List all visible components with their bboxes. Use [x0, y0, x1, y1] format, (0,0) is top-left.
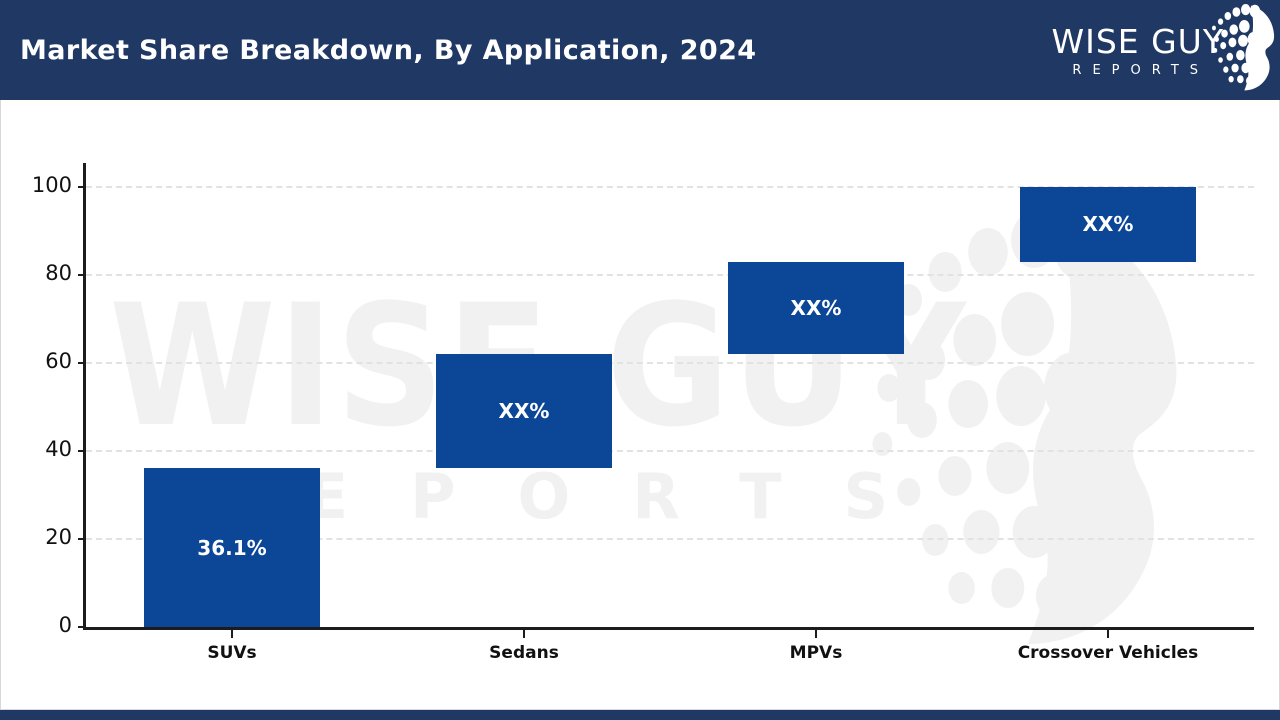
y-tick: [78, 626, 86, 628]
chart-region: WISE GUY REPORTS 0 20 40 60 80 100 36.1% SUVs XX…: [0, 100, 1280, 710]
y-tick-label: 40: [45, 437, 72, 461]
x-tick: [231, 630, 233, 638]
footer-bar: [0, 710, 1280, 720]
x-tick: [815, 630, 817, 638]
header-bar: Market Share Breakdown, By Application, …: [0, 0, 1280, 100]
logo-wordmark-line2: REPORTS: [1072, 63, 1210, 78]
x-category-label: SUVs: [207, 643, 257, 663]
y-tick-label: 0: [58, 613, 72, 637]
logo-head-icon: [1210, 4, 1276, 96]
logo-wordmark: WISE GUY REPORTS: [1051, 22, 1224, 78]
bar: [436, 354, 612, 469]
bar-value-label: XX%: [1082, 212, 1134, 237]
y-tick-label: 80: [45, 261, 72, 285]
y-tick: [78, 362, 86, 364]
x-tick: [1107, 630, 1109, 638]
y-axis-line: [83, 163, 86, 630]
plot-area: 0 20 40 60 80 100 36.1% SUVs XX% Sedans XX% MPVs XX%…: [1, 100, 1279, 709]
y-tick-label: 100: [31, 173, 72, 197]
logo-wordmark-line1: WISE GUY: [1051, 22, 1224, 61]
x-category-label: Sedans: [489, 643, 559, 663]
y-tick: [78, 450, 86, 452]
x-tick: [523, 630, 525, 638]
brand-logo: WISE GUY REPORTS: [1051, 0, 1276, 100]
y-tick: [78, 186, 86, 188]
x-category-label: MPVs: [789, 643, 843, 663]
y-tick-label: 20: [45, 525, 72, 549]
bar: [144, 468, 320, 627]
bar-value-label: XX%: [498, 399, 550, 424]
gridline-80: [86, 274, 1254, 276]
bar: [728, 261, 904, 355]
y-tick-label: 60: [45, 349, 72, 373]
gridline-60: [86, 362, 1254, 364]
gridline-100: [86, 186, 1254, 188]
y-tick: [78, 274, 86, 276]
gridline-40: [86, 450, 1254, 452]
bar-value-label: XX%: [790, 295, 842, 320]
x-category-label: Crossover Vehicles: [1017, 643, 1199, 663]
x-axis-line: [83, 627, 1254, 630]
page-title: Market Share Breakdown, By Application, …: [20, 34, 757, 66]
bar-value-label: 36.1%: [197, 535, 267, 560]
y-tick: [78, 538, 86, 540]
gridline-20: [86, 538, 1254, 540]
bar: [1020, 187, 1196, 262]
